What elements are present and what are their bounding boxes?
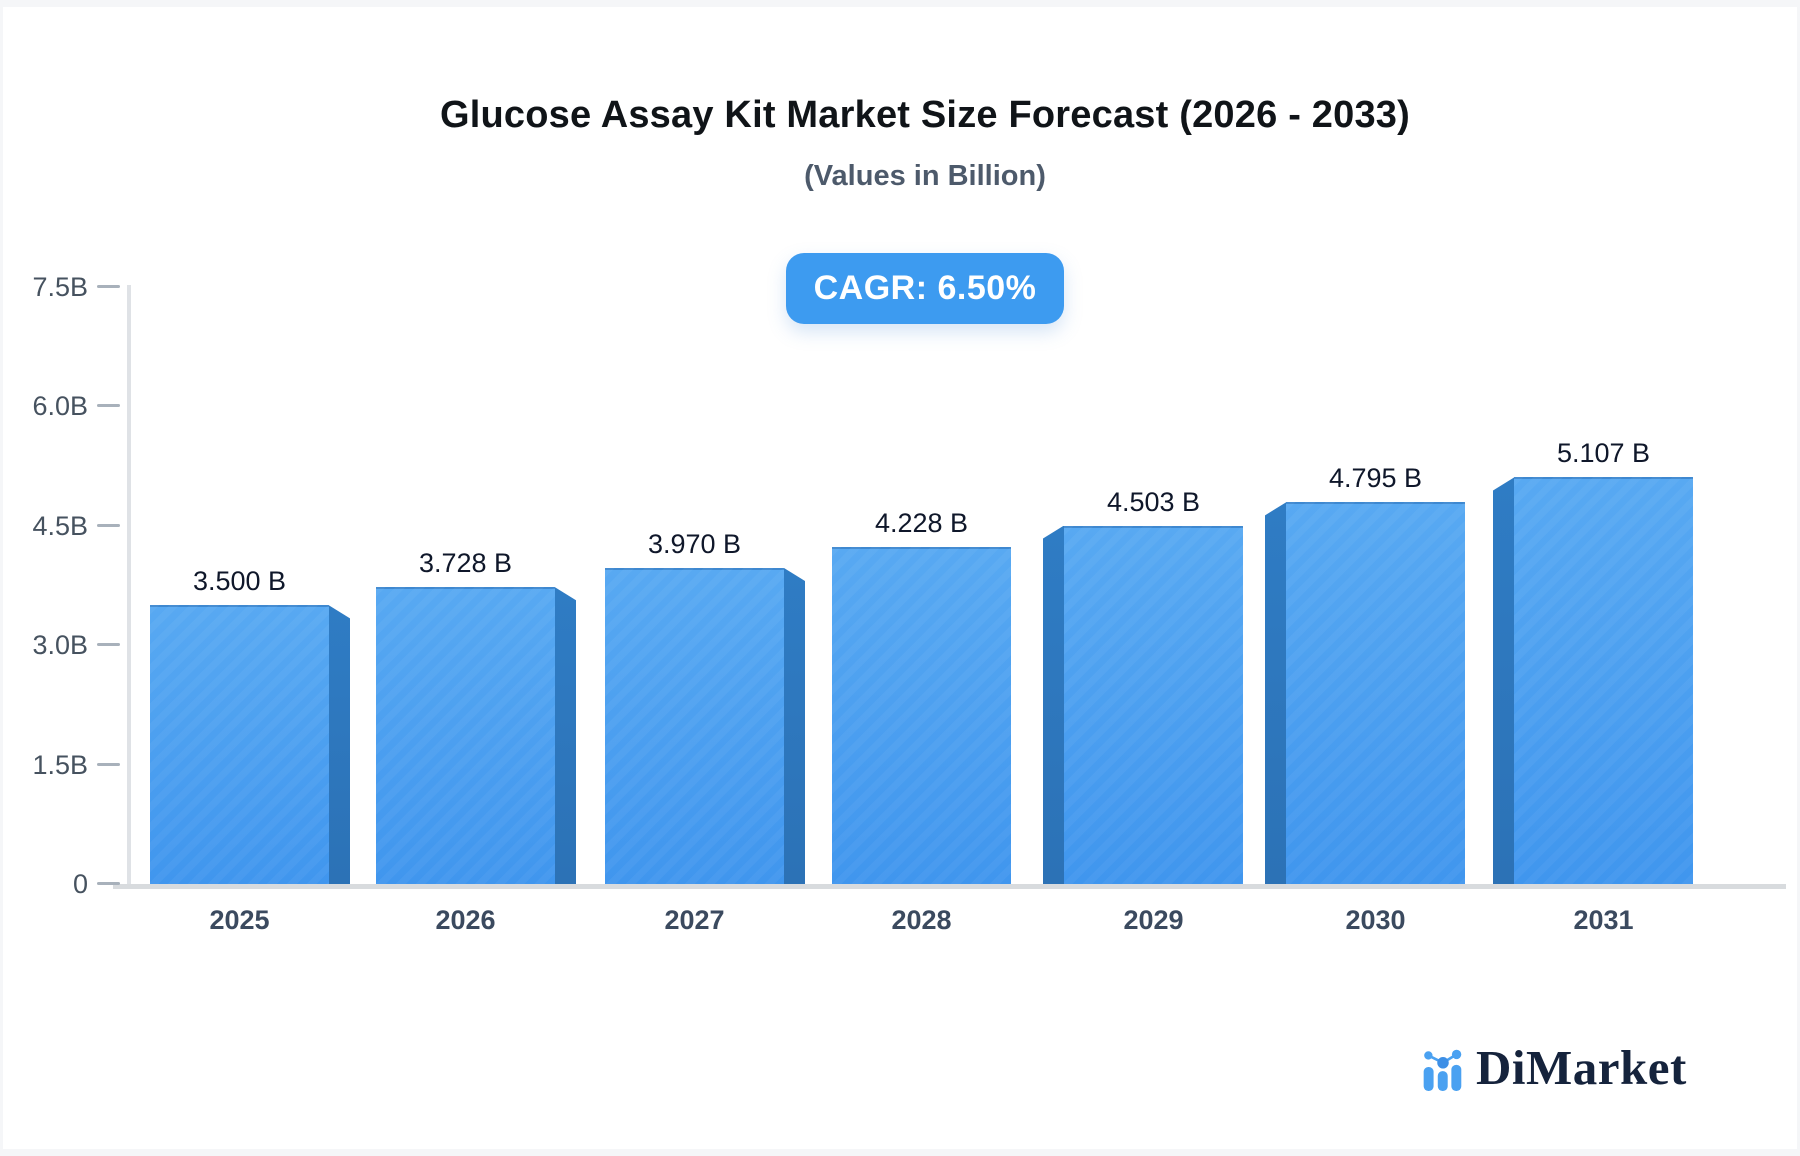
y-axis-line xyxy=(127,285,131,887)
y-tick-dash xyxy=(97,882,120,885)
bar-face xyxy=(605,567,784,884)
bar-value-label: 5.107 B xyxy=(1556,438,1651,469)
bar-side xyxy=(555,587,576,884)
x-axis-line xyxy=(113,884,1786,889)
y-tick-label: 1.5B xyxy=(32,749,88,780)
x-category-label: 2031 xyxy=(1573,905,1634,935)
y-tick-label: 7.5B xyxy=(32,272,88,302)
y-tick-dash xyxy=(97,404,120,408)
bar-side xyxy=(1265,502,1286,884)
x-category-label: 2028 xyxy=(891,905,952,935)
x-category-label: 2030 xyxy=(1345,905,1406,935)
bar-chart-logo-icon xyxy=(1423,1049,1462,1091)
bar-value-label: 3.728 B xyxy=(418,548,513,579)
x-category-label: 2027 xyxy=(664,905,725,935)
y-tick-label: 3.0B xyxy=(32,630,88,661)
bar-face xyxy=(1514,477,1693,884)
bar-side xyxy=(329,605,350,884)
y-tick-label: 6.0B xyxy=(32,391,88,422)
bar-value-label: 4.795 B xyxy=(1328,463,1423,494)
chart-subtitle: (Values in Billion) xyxy=(804,160,1046,192)
bar-side xyxy=(1493,477,1514,884)
bar-value-label: 3.500 B xyxy=(192,566,287,597)
y-tick-dash xyxy=(97,643,120,647)
bar-side xyxy=(1043,525,1064,884)
x-category-label: 2026 xyxy=(435,905,496,935)
y-tick-dash xyxy=(97,523,120,527)
brand-logo: DiMarket xyxy=(1423,1040,1687,1095)
bar-side xyxy=(784,567,805,884)
bar-value-label: 4.228 B xyxy=(874,508,969,539)
bar-value-label: 4.503 B xyxy=(1106,486,1201,517)
y-tick-label: 4.5B xyxy=(32,510,88,541)
y-tick-label: 0 xyxy=(72,869,88,899)
bar-value-label: 3.970 B xyxy=(647,528,742,559)
brand-logo-text: DiMarket xyxy=(1476,1040,1687,1095)
bar-face xyxy=(832,547,1011,884)
bar-face xyxy=(150,605,329,884)
chart-title: Glucose Assay Kit Market Size Forecast (… xyxy=(440,94,1410,136)
x-category-label: 2029 xyxy=(1123,905,1184,935)
y-tick-dash xyxy=(97,285,120,288)
cagr-badge-label: CAGR: 6.50% xyxy=(813,269,1037,307)
bar-face xyxy=(1286,502,1465,884)
bar-face xyxy=(376,587,555,884)
bar-face xyxy=(1064,525,1243,885)
x-category-label: 2025 xyxy=(209,905,270,935)
y-tick-dash xyxy=(97,762,120,766)
cagr-badge: CAGR: 6.50% xyxy=(786,253,1064,324)
